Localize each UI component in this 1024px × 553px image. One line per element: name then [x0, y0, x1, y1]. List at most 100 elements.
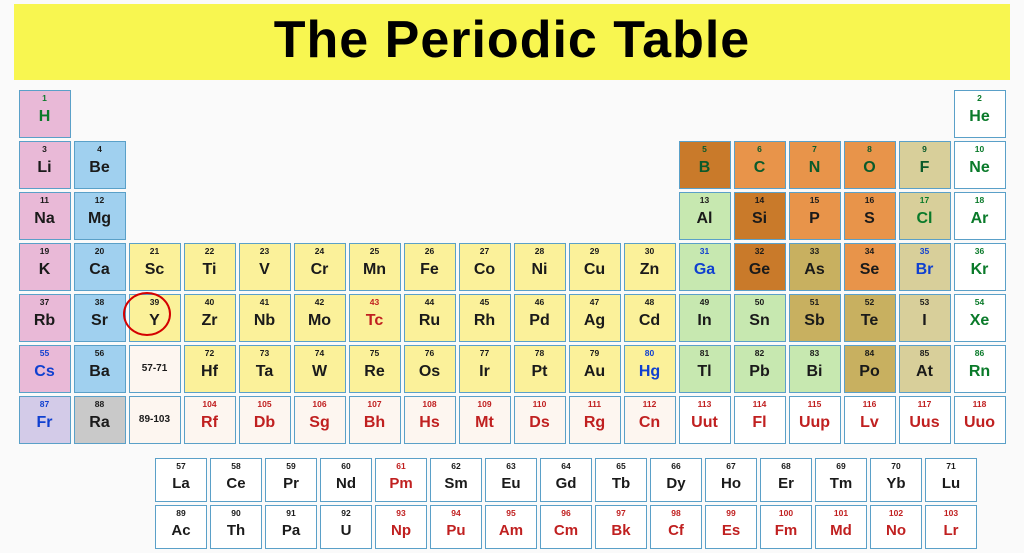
atomic-number: 89-103 — [139, 415, 170, 425]
atomic-number: 114 — [753, 400, 767, 409]
element-cell-At: 85At — [899, 345, 951, 393]
element-symbol: W — [312, 364, 327, 380]
atomic-number: 43 — [370, 298, 379, 307]
element-symbol: In — [697, 313, 711, 329]
element-symbol: Ga — [694, 262, 715, 278]
element-symbol: Ta — [256, 364, 273, 380]
element-cell-U: 92U — [320, 505, 372, 549]
atomic-number: 86 — [975, 349, 984, 358]
element-cell-Re: 75 Re — [349, 345, 401, 393]
element-cell-89-103: 89-103 — [129, 396, 181, 444]
atomic-number: 88 — [95, 400, 104, 409]
atomic-number: 31 — [700, 247, 709, 256]
atomic-number: 7 — [812, 145, 817, 154]
element-symbol: Bi — [807, 364, 823, 380]
atomic-number: 18 — [975, 196, 984, 205]
element-symbol: Ho — [721, 476, 741, 491]
atomic-number: 20 — [95, 247, 104, 256]
element-cell-Ba: 56Ba — [74, 345, 126, 393]
element-symbol: Fe — [420, 262, 439, 278]
element-cell-Th: 90Th — [210, 505, 262, 549]
element-symbol: Pm — [389, 476, 412, 491]
atomic-number: 8 — [867, 145, 872, 154]
atomic-number: 44 — [425, 298, 434, 307]
element-cell-Tm: 69Tm — [815, 458, 867, 502]
element-symbol: Re — [364, 364, 384, 380]
element-cell-Na: 11Na — [19, 192, 71, 240]
element-cell-Mn: 25Mn — [349, 243, 401, 291]
atomic-number: 84 — [865, 349, 874, 358]
element-cell-Ga: 31 Ga — [679, 243, 731, 291]
atomic-number: 113 — [698, 400, 712, 409]
element-symbol: Uut — [691, 415, 718, 431]
element-symbol: Db — [254, 415, 275, 431]
atomic-number: 66 — [671, 462, 680, 471]
atomic-number: 117 — [918, 400, 932, 409]
element-symbol: Br — [916, 262, 934, 278]
atomic-number: 39 — [150, 298, 159, 307]
element-cell-Lu: 71 Lu — [925, 458, 977, 502]
atomic-number: 82 — [755, 349, 764, 358]
element-symbol: No — [886, 523, 906, 538]
atomic-number: 71 — [946, 462, 955, 471]
element-cell-Cu: 29 Cu — [569, 243, 621, 291]
element-cell-Uut: 113 Uut — [679, 396, 731, 444]
element-symbol: Lu — [942, 476, 960, 491]
atomic-number: 61 — [396, 462, 405, 471]
element-cell-Sn: 50Sn — [734, 294, 786, 342]
element-symbol: La — [172, 476, 190, 491]
element-cell-Rg: 111Rg — [569, 396, 621, 444]
atomic-number: 118 — [973, 400, 987, 409]
atomic-number: 54 — [975, 298, 984, 307]
element-cell-P: 15P — [789, 192, 841, 240]
element-cell-Sr: 38Sr — [74, 294, 126, 342]
element-symbol: O — [863, 160, 875, 176]
element-cell-Zn: 30Zn — [624, 243, 676, 291]
element-cell-57-71: 57-71 — [129, 345, 181, 393]
atomic-number: 64 — [561, 462, 570, 471]
atomic-number: 89 — [176, 509, 185, 518]
element-symbol: Cn — [639, 415, 660, 431]
element-symbol: Uus — [909, 415, 939, 431]
element-cell-Te: 52Te — [844, 294, 896, 342]
element-cell-Si: 14Si — [734, 192, 786, 240]
atomic-number: 36 — [975, 247, 984, 256]
element-symbol: Zr — [202, 313, 218, 329]
element-cell-Uus: 117 Uus — [899, 396, 951, 444]
atomic-number: 35 — [920, 247, 929, 256]
element-symbol: H — [39, 109, 51, 125]
element-cell-In: 49In — [679, 294, 731, 342]
atomic-number: 13 — [700, 196, 709, 205]
element-cell-N: 7N — [789, 141, 841, 189]
element-symbol: Rn — [969, 364, 990, 380]
element-cell-Pt: 78Pt — [514, 345, 566, 393]
element-symbol: Cr — [311, 262, 329, 278]
element-symbol: B — [699, 160, 711, 176]
element-cell-K: 19K — [19, 243, 71, 291]
atomic-number: 29 — [590, 247, 599, 256]
element-symbol: Md — [830, 523, 852, 538]
element-symbol: Ru — [419, 313, 440, 329]
element-cell-Es: 99Es — [705, 505, 757, 549]
element-cell-Br: 35 Br — [899, 243, 951, 291]
element-symbol: Cu — [584, 262, 605, 278]
atomic-number: 58 — [231, 462, 240, 471]
element-symbol: Rf — [201, 415, 218, 431]
element-symbol: Pu — [446, 523, 465, 538]
atomic-number: 50 — [755, 298, 764, 307]
element-symbol: Mn — [363, 262, 386, 278]
element-symbol: Ac — [171, 523, 190, 538]
atomic-number: 109 — [477, 400, 491, 409]
atomic-number: 83 — [810, 349, 819, 358]
atomic-number: 79 — [590, 349, 599, 358]
element-cell-Lr: 103Lr — [925, 505, 977, 549]
atomic-number: 75 — [370, 349, 379, 358]
element-symbol: Fm — [775, 523, 798, 538]
atomic-number: 80 — [645, 349, 654, 358]
element-cell-Fr: 87Fr — [19, 396, 71, 444]
atomic-number: 105 — [257, 400, 271, 409]
atomic-number: 72 — [205, 349, 214, 358]
element-symbol: Hs — [419, 415, 439, 431]
element-symbol: Zn — [640, 262, 660, 278]
element-symbol: Cf — [668, 523, 684, 538]
